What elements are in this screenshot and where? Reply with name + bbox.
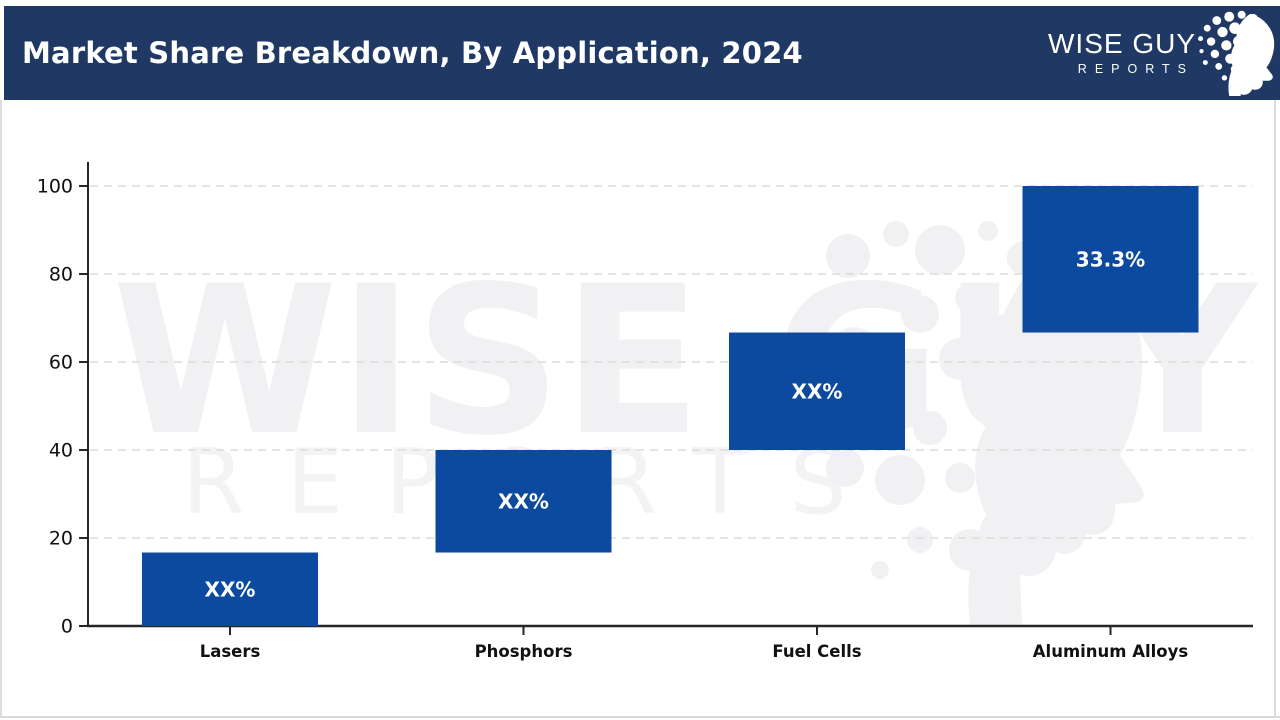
frame-border-bottom bbox=[0, 716, 1280, 718]
logo-subtext: REPORTS bbox=[1077, 62, 1194, 76]
y-tick-label: 40 bbox=[49, 440, 73, 462]
bar-lasers bbox=[142, 552, 318, 626]
waterfall-chart: 0 20 40 60 80 100 XX% Lasers XX% Phosphors XX% Fuel… bbox=[37, 162, 1253, 661]
x-category-label: Phosphors bbox=[475, 642, 573, 661]
header-bar: Market Share Breakdown, By Application, … bbox=[4, 6, 1280, 100]
y-tick-label: 100 bbox=[37, 176, 73, 198]
frame-border-left bbox=[0, 100, 2, 718]
logo-head-icon bbox=[1198, 10, 1275, 96]
y-tick-label: 60 bbox=[49, 352, 73, 374]
x-category-label: Fuel Cells bbox=[772, 642, 861, 661]
bar-value-label: 33.3% bbox=[1076, 247, 1145, 271]
bar-value-label: XX% bbox=[498, 489, 549, 513]
bar-aluminum-alloys bbox=[1022, 186, 1199, 333]
bar-phosphors bbox=[435, 450, 612, 553]
chart-area: WISE GUY REPORTS 020406080100XX%LasersXX… bbox=[0, 100, 1280, 720]
chart-title: Market Share Breakdown, By Application, … bbox=[22, 36, 803, 70]
bar-fuel-cells bbox=[729, 332, 905, 450]
y-tick-label: 0 bbox=[61, 616, 73, 638]
y-tick-label: 20 bbox=[49, 528, 73, 550]
y-tick-label: 80 bbox=[49, 264, 73, 286]
x-category-label: Lasers bbox=[200, 642, 261, 661]
x-category-label: Aluminum Alloys bbox=[1033, 642, 1189, 661]
wiseguy-logo: WISE GUY REPORTS bbox=[1048, 10, 1278, 96]
frame-border-right bbox=[1274, 100, 1276, 718]
bar-value-label: XX% bbox=[205, 577, 256, 601]
logo-text-block: WISE GUY REPORTS bbox=[1047, 28, 1196, 77]
logo-wordmark: WISE GUY bbox=[1047, 28, 1196, 59]
bar-value-label: XX% bbox=[792, 379, 843, 403]
